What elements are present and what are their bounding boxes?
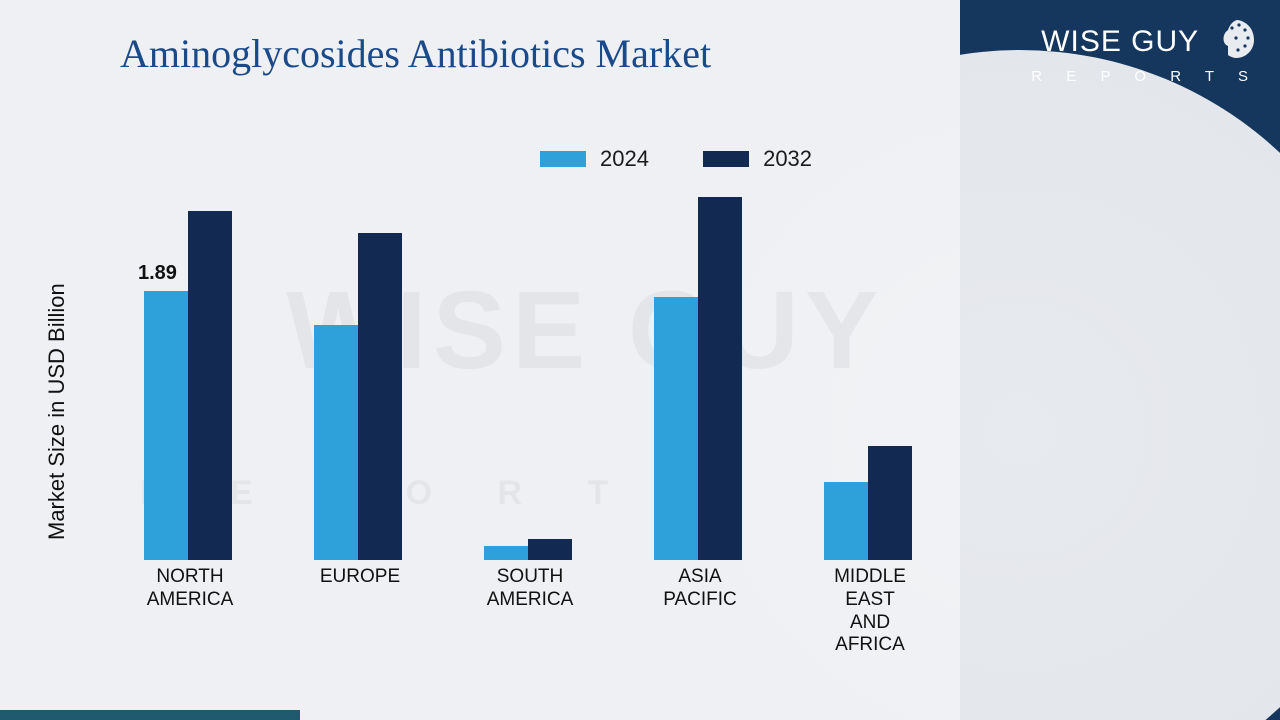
legend-item-2032: 2032 xyxy=(703,146,812,172)
bar-2032 xyxy=(698,197,742,560)
legend-swatch-2024 xyxy=(540,151,586,167)
chart-title: Aminoglycosides Antibiotics Market xyxy=(120,30,711,77)
x-category-label: NORTHAMERICA xyxy=(120,566,260,612)
bar-2032 xyxy=(358,233,402,560)
bar-2024 xyxy=(824,482,868,560)
plot-area: 1.89 xyxy=(110,190,940,560)
logo-line2: R E P O R T S xyxy=(1031,68,1258,85)
bar-2024 xyxy=(144,291,188,560)
x-category-label: SOUTHAMERICA xyxy=(460,566,600,612)
bottom-accent-bar xyxy=(0,710,300,720)
legend-label-2032: 2032 xyxy=(763,146,812,172)
bar-2032 xyxy=(188,211,232,560)
legend-item-2024: 2024 xyxy=(540,146,649,172)
bar-2032 xyxy=(868,446,912,560)
bar-2032 xyxy=(528,539,572,560)
x-category-label: ASIAPACIFIC xyxy=(630,566,770,612)
logo-line1: WISE GUY xyxy=(1041,25,1198,58)
head-icon xyxy=(1212,16,1258,70)
legend-label-2024: 2024 xyxy=(600,146,649,172)
x-category-label: MIDDLEEASTANDAFRICA xyxy=(800,566,940,657)
legend-swatch-2032 xyxy=(703,151,749,167)
value-label: 1.89 xyxy=(138,262,177,285)
brand-logo: WISE GUY R E P O R T S xyxy=(1031,16,1258,85)
bar-2024 xyxy=(484,546,528,560)
y-axis-label: Market Size in USD Billion xyxy=(44,283,70,540)
x-category-label: EUROPE xyxy=(290,566,430,589)
bar-2024 xyxy=(654,297,698,560)
chart-canvas: WISE GUY R E P O R T S Aminoglycosides A… xyxy=(0,0,1280,720)
bar-2024 xyxy=(314,325,358,560)
legend: 2024 2032 xyxy=(540,146,860,173)
